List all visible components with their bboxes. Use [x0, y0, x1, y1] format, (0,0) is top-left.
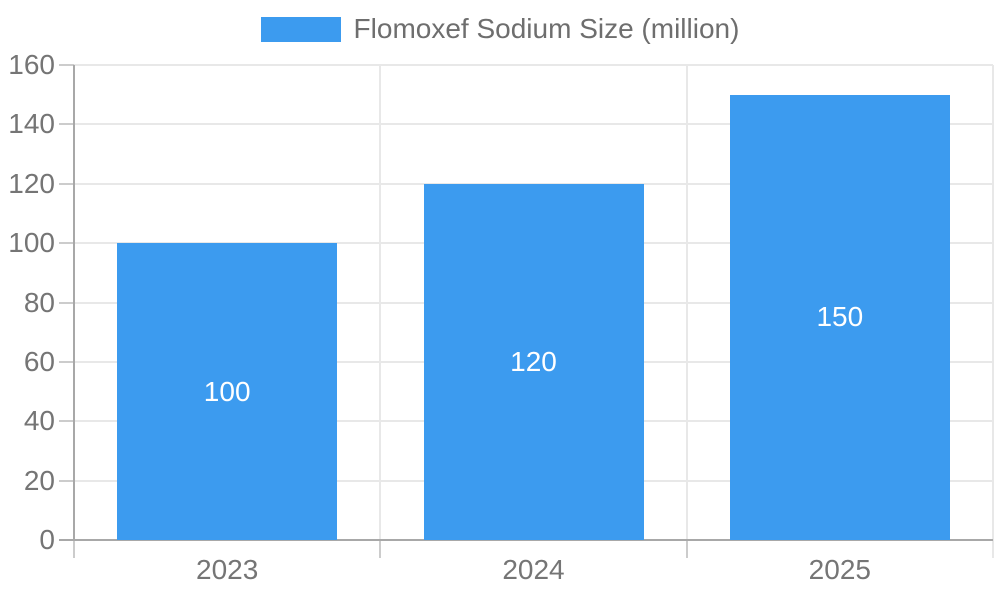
- x-gridline: [685, 65, 688, 540]
- x-axis-label: 2024: [502, 554, 565, 585]
- plot-right-border: [992, 65, 994, 558]
- legend-swatch: [260, 16, 341, 42]
- y-axis-label: 160: [8, 49, 55, 80]
- y-axis-label: 60: [23, 345, 55, 377]
- y-axis-label: 140: [8, 108, 55, 140]
- bar[interactable]: 150: [729, 94, 950, 540]
- y-axis-label: 100: [8, 227, 55, 259]
- legend-item[interactable]: Flomoxef Sodium Size (million): [260, 13, 740, 44]
- x-tick: [379, 540, 382, 558]
- y-tick: [59, 301, 74, 304]
- y-gridline: [74, 64, 993, 66]
- y-tick: [59, 64, 74, 66]
- bar-value-label: 100: [203, 375, 251, 407]
- x-axis-label: 2023: [196, 554, 259, 585]
- y-tick: [59, 182, 74, 185]
- bar[interactable]: 120: [423, 183, 644, 540]
- y-tick: [59, 123, 74, 126]
- x-axis-line: [59, 539, 993, 541]
- x-tick: [73, 540, 75, 558]
- bar[interactable]: 100: [117, 243, 338, 540]
- bar-value-label: 120: [510, 345, 557, 377]
- y-axis-label: 0: [39, 524, 55, 555]
- legend-label: Flomoxef Sodium Size (million): [353, 13, 740, 44]
- y-tick: [59, 479, 74, 482]
- bar-value-label: 150: [816, 301, 864, 333]
- x-axis-label: 2025: [808, 554, 871, 585]
- x-gridline: [379, 65, 382, 540]
- x-tick: [685, 540, 688, 558]
- y-axis-line: [73, 65, 75, 540]
- y-axis-label: 120: [8, 167, 55, 199]
- y-axis-label: 20: [23, 464, 55, 496]
- legend: Flomoxef Sodium Size (million): [0, 14, 1000, 44]
- y-axis-label: 40: [23, 405, 55, 437]
- y-axis-label: 80: [23, 286, 55, 318]
- y-gridline: [74, 123, 993, 126]
- y-tick: [59, 242, 74, 245]
- y-tick: [59, 420, 74, 423]
- y-tick: [59, 360, 74, 363]
